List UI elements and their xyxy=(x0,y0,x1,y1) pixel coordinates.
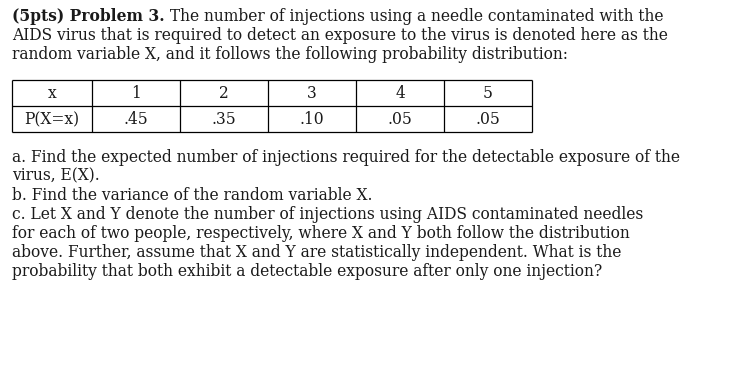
Text: The number of injections using a needle contaminated with the: The number of injections using a needle … xyxy=(165,8,663,25)
Text: .05: .05 xyxy=(388,111,413,128)
Text: (5pts) Problem 3.: (5pts) Problem 3. xyxy=(12,8,165,25)
Text: P(X=x): P(X=x) xyxy=(24,111,80,128)
Text: .45: .45 xyxy=(123,111,148,128)
Text: .05: .05 xyxy=(476,111,501,128)
Text: b. Find the variance of the random variable X.: b. Find the variance of the random varia… xyxy=(12,187,373,204)
Text: virus, E(X).: virus, E(X). xyxy=(12,168,99,185)
Text: 3: 3 xyxy=(307,85,317,102)
Text: 5: 5 xyxy=(483,85,493,102)
Text: .35: .35 xyxy=(212,111,236,128)
Text: c. Let X and Y denote the number of injections using AIDS contaminated needles: c. Let X and Y denote the number of inje… xyxy=(12,206,643,223)
Text: (5pts) Problem 3. The number of injections using a needle contaminated with the: (5pts) Problem 3. The number of injectio… xyxy=(12,8,646,25)
Text: 2: 2 xyxy=(219,85,229,102)
Text: 4: 4 xyxy=(395,85,405,102)
Text: probability that both exhibit a detectable exposure after only one injection?: probability that both exhibit a detectab… xyxy=(12,263,602,280)
Text: AIDS virus that is required to detect an exposure to the virus is denoted here a: AIDS virus that is required to detect an… xyxy=(12,27,668,44)
Text: for each of two people, respectively, where X and Y both follow the distribution: for each of two people, respectively, wh… xyxy=(12,225,630,242)
Text: above. Further, assume that X and Y are statistically independent. What is the: above. Further, assume that X and Y are … xyxy=(12,244,621,261)
Text: 1: 1 xyxy=(131,85,141,102)
Text: random variable X, and it follows the following probability distribution:: random variable X, and it follows the fo… xyxy=(12,46,568,63)
Text: a. Find the expected number of injections required for the detectable exposure o: a. Find the expected number of injection… xyxy=(12,149,680,166)
Text: x: x xyxy=(47,85,56,102)
Text: .10: .10 xyxy=(300,111,325,128)
